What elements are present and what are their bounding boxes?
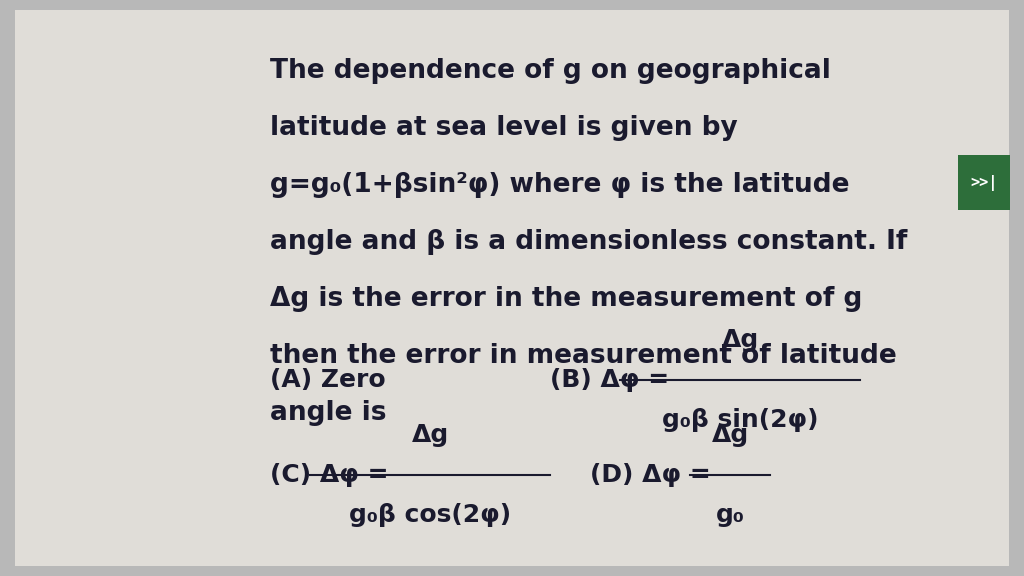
Text: Δg: Δg	[721, 328, 759, 352]
Text: g=g₀(1+βsin²φ) where φ is the latitude: g=g₀(1+βsin²φ) where φ is the latitude	[270, 172, 850, 198]
Text: angle and β is a dimensionless constant. If: angle and β is a dimensionless constant.…	[270, 229, 907, 255]
FancyBboxPatch shape	[958, 155, 1010, 210]
Text: Δg is the error in the measurement of g: Δg is the error in the measurement of g	[270, 286, 862, 312]
FancyBboxPatch shape	[15, 10, 1009, 566]
Text: latitude at sea level is given by: latitude at sea level is given by	[270, 115, 737, 141]
Text: The dependence of g on geographical: The dependence of g on geographical	[270, 58, 830, 84]
Text: angle is: angle is	[270, 400, 386, 426]
Text: g₀β cos(2φ): g₀β cos(2φ)	[349, 503, 511, 527]
Text: Δg: Δg	[712, 423, 749, 447]
Text: g₀: g₀	[716, 503, 744, 527]
Text: then the error in measurement of latitude: then the error in measurement of latitud…	[270, 343, 897, 369]
Text: Δg: Δg	[412, 423, 449, 447]
Text: (A) Zero: (A) Zero	[270, 368, 386, 392]
Text: (C) Δφ =: (C) Δφ =	[270, 463, 388, 487]
Text: (D) Δφ =: (D) Δφ =	[590, 463, 711, 487]
Text: (B) Δφ =: (B) Δφ =	[550, 368, 669, 392]
Text: g₀β sin(2φ): g₀β sin(2φ)	[662, 408, 818, 432]
Text: >>|: >>|	[971, 175, 997, 191]
